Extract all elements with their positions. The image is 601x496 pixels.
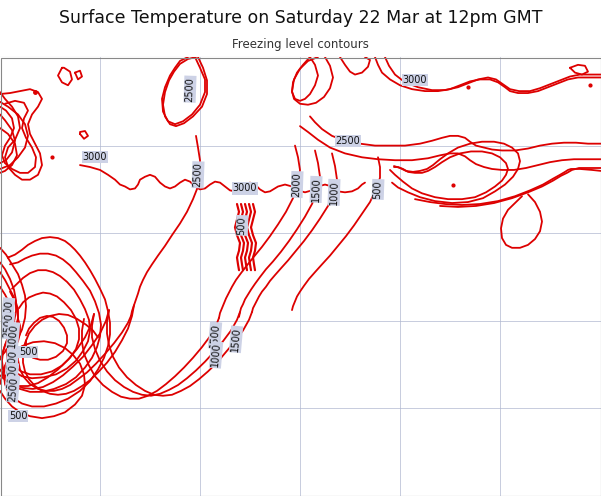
Text: 1500: 1500 [6, 349, 18, 374]
Text: 500: 500 [237, 216, 248, 235]
Text: 2500: 2500 [192, 162, 203, 187]
Text: 3000: 3000 [233, 184, 257, 193]
Text: 500: 500 [373, 180, 383, 199]
Text: Freezing level contours: Freezing level contours [232, 38, 369, 51]
Text: 1000: 1000 [210, 342, 222, 368]
Text: 3000: 3000 [83, 152, 107, 162]
Text: 2500: 2500 [335, 136, 361, 146]
Text: 2500: 2500 [185, 76, 195, 102]
Text: 1500: 1500 [209, 323, 221, 348]
Text: 1500: 1500 [311, 177, 322, 202]
Text: 2500: 2500 [2, 313, 14, 338]
Text: 500: 500 [19, 347, 37, 357]
Text: 2000: 2000 [6, 364, 18, 389]
Text: 3000: 3000 [403, 75, 427, 85]
Text: Surface Temperature on Saturday 22 Mar at 12pm GMT: Surface Temperature on Saturday 22 Mar a… [59, 9, 542, 27]
Text: 500: 500 [9, 411, 27, 421]
Text: 1000: 1000 [329, 180, 340, 205]
Text: 1500: 1500 [2, 299, 14, 324]
Text: 2000: 2000 [291, 172, 302, 197]
Text: 1500: 1500 [230, 326, 242, 352]
Text: 2500: 2500 [7, 376, 19, 402]
Text: 1000: 1000 [7, 323, 19, 348]
